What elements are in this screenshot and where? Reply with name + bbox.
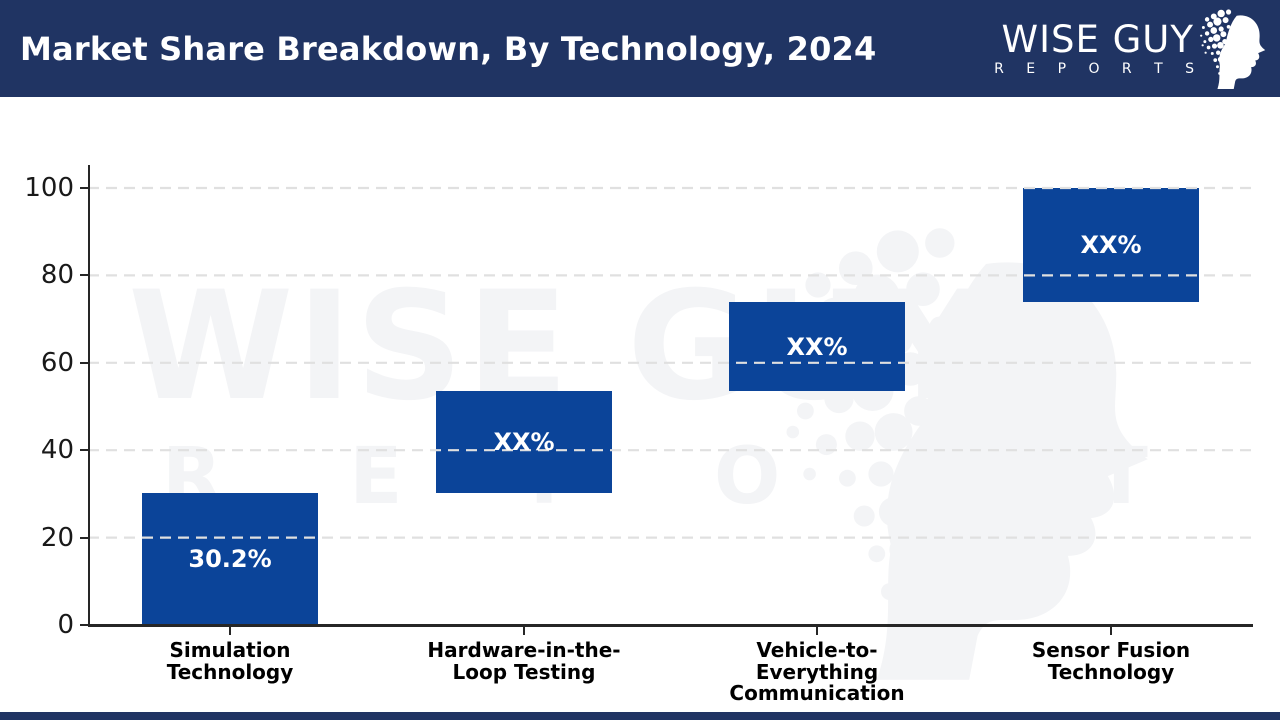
y-tick-label: 40: [40, 435, 74, 466]
bar-value-label: 30.2%: [188, 545, 272, 573]
header-band: Market Share Breakdown, By Technology, 2…: [0, 0, 1280, 97]
y-tick-mark: [80, 187, 88, 189]
y-axis-line: [88, 165, 90, 627]
brand-logo: WISE GUY R E P O R T S: [994, 0, 1270, 97]
y-tick-label: 0: [57, 610, 74, 640]
x-tick-mark: [523, 626, 525, 635]
bar-value-label: XX%: [1080, 231, 1142, 260]
brand-logo-text: WISE GUY R E P O R T S: [994, 21, 1194, 76]
brand-subtitle: R E P O R T S: [994, 61, 1203, 77]
y-tick-label: 60: [40, 347, 74, 378]
brand-name: WISE GUY: [1001, 18, 1194, 61]
footer-strip: [0, 712, 1280, 720]
bar-simulation-technology: [142, 493, 318, 625]
brand-head-icon: [1196, 5, 1270, 93]
bar-hardware-in-the-loop-testing: [436, 391, 612, 494]
x-tick-mark: [1110, 626, 1112, 635]
x-tick-label: Simulation Technology: [166, 638, 294, 684]
bar-value-label: XX%: [786, 332, 848, 361]
bar-sensor-fusion-technology: [1023, 188, 1199, 303]
page-title: Market Share Breakdown, By Technology, 2…: [20, 29, 877, 68]
y-tick-label: 100: [24, 173, 74, 203]
x-tick-mark: [229, 626, 231, 635]
y-tick-mark: [80, 361, 88, 364]
x-tick-mark: [816, 626, 818, 635]
bar-vehicle-to-everything-communication: [729, 302, 905, 392]
y-tick-mark: [80, 274, 88, 277]
x-axis-line: [88, 624, 1253, 627]
y-tick-label: 80: [40, 260, 74, 291]
y-tick-mark: [80, 624, 88, 626]
y-tick-mark: [80, 536, 88, 539]
x-tick-label: Sensor Fusion Technology: [1031, 638, 1191, 684]
y-tick-mark: [80, 449, 88, 452]
x-tick-label: Vehicle-to- Everything Communication: [729, 638, 905, 706]
x-tick-label: Hardware-in-the- Loop Testing: [427, 638, 621, 684]
y-tick-label: 20: [40, 522, 74, 553]
bar-value-label: XX%: [493, 428, 555, 457]
